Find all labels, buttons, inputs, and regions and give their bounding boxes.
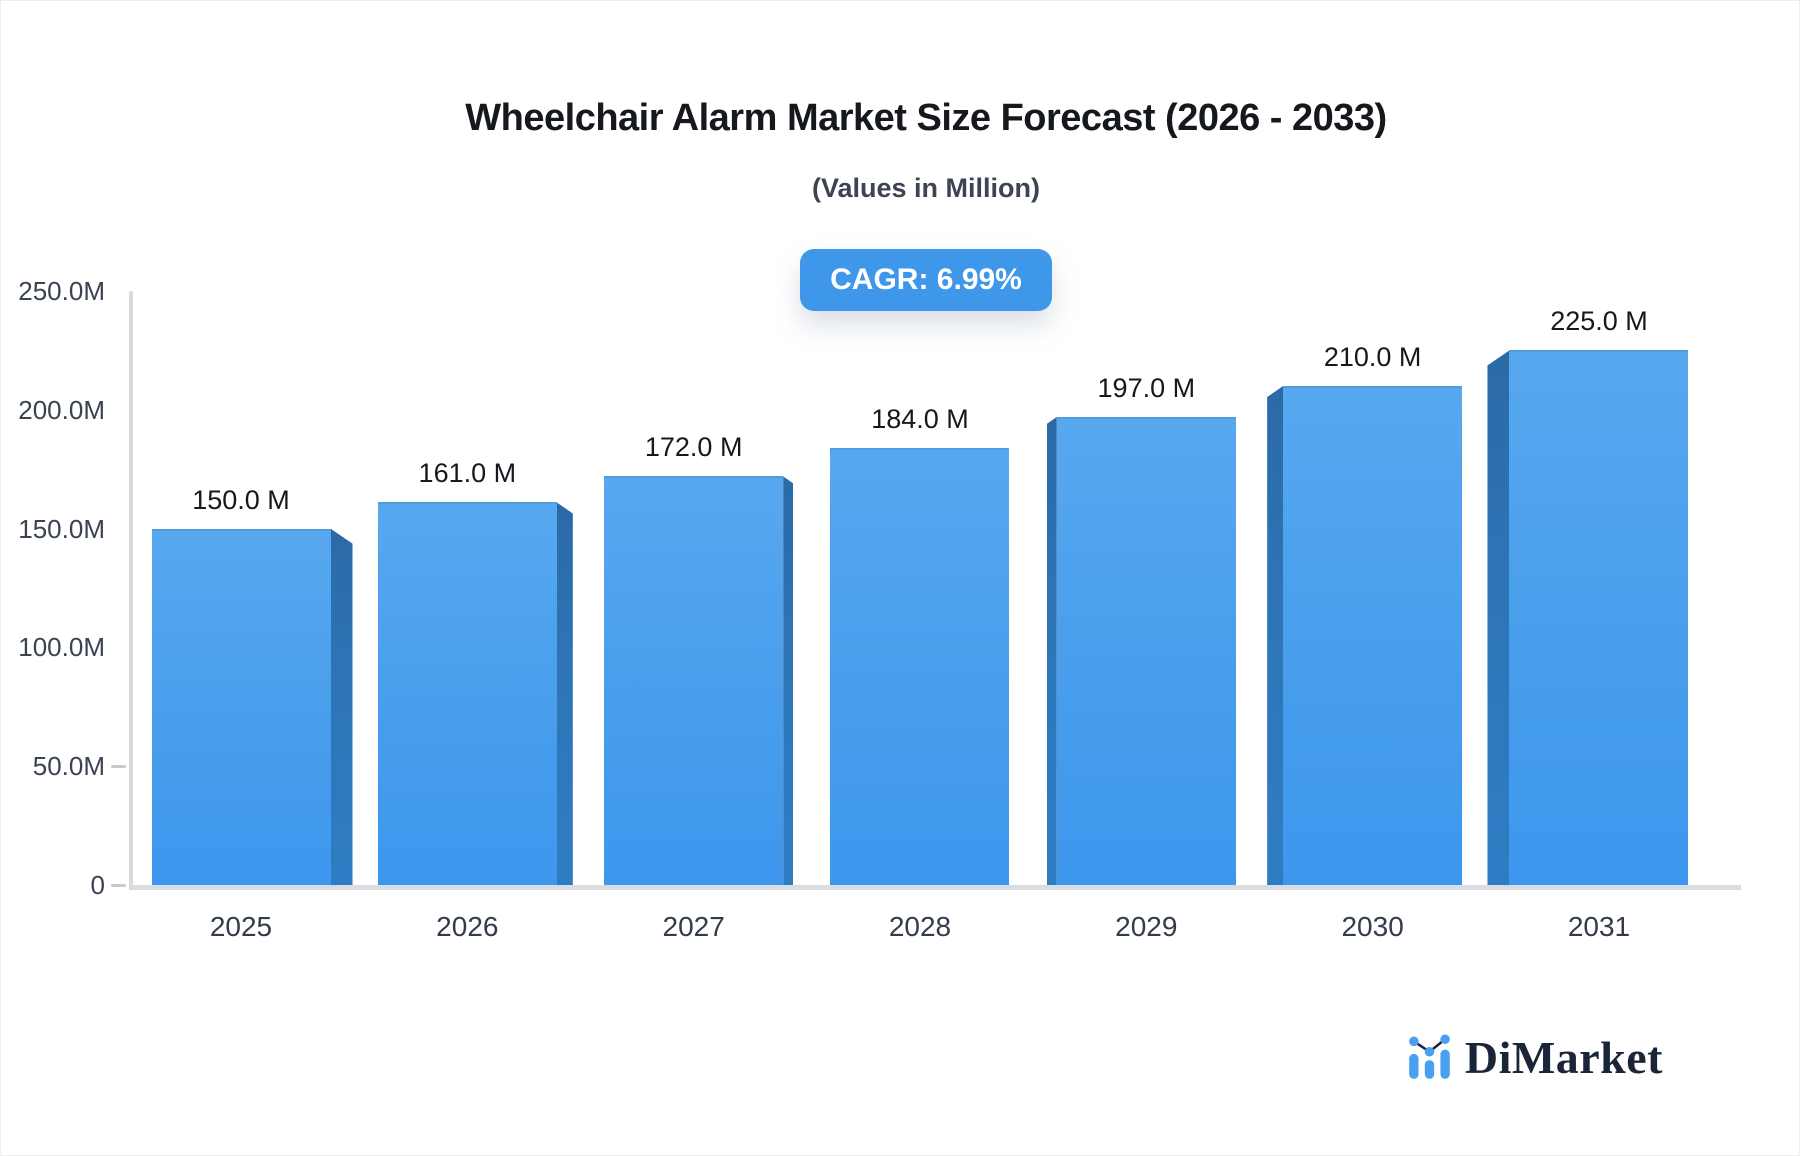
plot-area: 150.0 M 161.0 M 172.0 M 184.0 M 197.0 M 210.0… — [131, 291, 1741, 885]
x-tick-label: 2029 — [1115, 911, 1178, 942]
x-tick-label: 2028 — [888, 911, 952, 942]
cagr-badge-wrap: CAGR: 6.99% — [51, 249, 1799, 311]
bar-value-label: 210.0 M — [1323, 342, 1422, 373]
x-tick-label: 2026 — [436, 911, 499, 942]
y-tick-dash — [111, 883, 126, 887]
chart-subtitle: (Values in Million) — [811, 173, 1041, 203]
brand-logo: DiMarket — [1405, 1031, 1663, 1084]
bar-side-2029 — [1046, 416, 1057, 885]
bar-value-label: 161.0 M — [418, 458, 517, 489]
bar-2029[interactable] — [1056, 416, 1236, 885]
y-tick-label: 150.0M — [18, 513, 105, 544]
y-tick-label: 0 — [90, 870, 105, 900]
bar-2031[interactable] — [1509, 350, 1689, 885]
bar-side-2031 — [1487, 350, 1510, 885]
chart-title: Wheelchair Alarm Market Size Forecast (2… — [465, 97, 1387, 139]
y-tick-label: 50.0M — [32, 751, 105, 782]
bar-value-label: 172.0 M — [644, 432, 743, 463]
bar-side-2030 — [1267, 386, 1284, 885]
bar-side-2027 — [783, 476, 794, 885]
brand-name: DiMarket — [1464, 1032, 1663, 1083]
bar-2026[interactable] — [377, 502, 557, 885]
bar-2030[interactable] — [1283, 386, 1463, 885]
y-tick-label: 200.0M — [18, 394, 105, 425]
y-tick-label: 250.0M — [18, 276, 105, 306]
cagr-badge: CAGR: 6.99% — [800, 249, 1052, 311]
bar-value-label: 225.0 M — [1550, 306, 1648, 337]
bar-side-2025 — [330, 528, 353, 885]
y-axis-line — [129, 291, 133, 887]
x-tick-label: 2030 — [1341, 911, 1404, 942]
bar-value-label: 150.0 M — [192, 484, 290, 515]
bar-2025[interactable] — [151, 528, 331, 885]
y-tick-dash — [111, 764, 126, 768]
bar-value-label: 197.0 M — [1097, 372, 1196, 403]
x-tick-label: 2027 — [662, 911, 725, 942]
bar-side-2026 — [556, 502, 573, 885]
bar-2027[interactable] — [604, 476, 784, 885]
x-axis-baseline — [129, 885, 1741, 890]
x-tick-label: 2025 — [209, 911, 273, 942]
bar-2028[interactable] — [830, 447, 1010, 885]
y-tick-label: 100.0M — [18, 632, 105, 663]
x-tick-label: 2031 — [1567, 911, 1631, 942]
bar-value-label: 184.0 M — [871, 403, 969, 434]
dimarket-logo-icon — [1408, 1033, 1450, 1079]
